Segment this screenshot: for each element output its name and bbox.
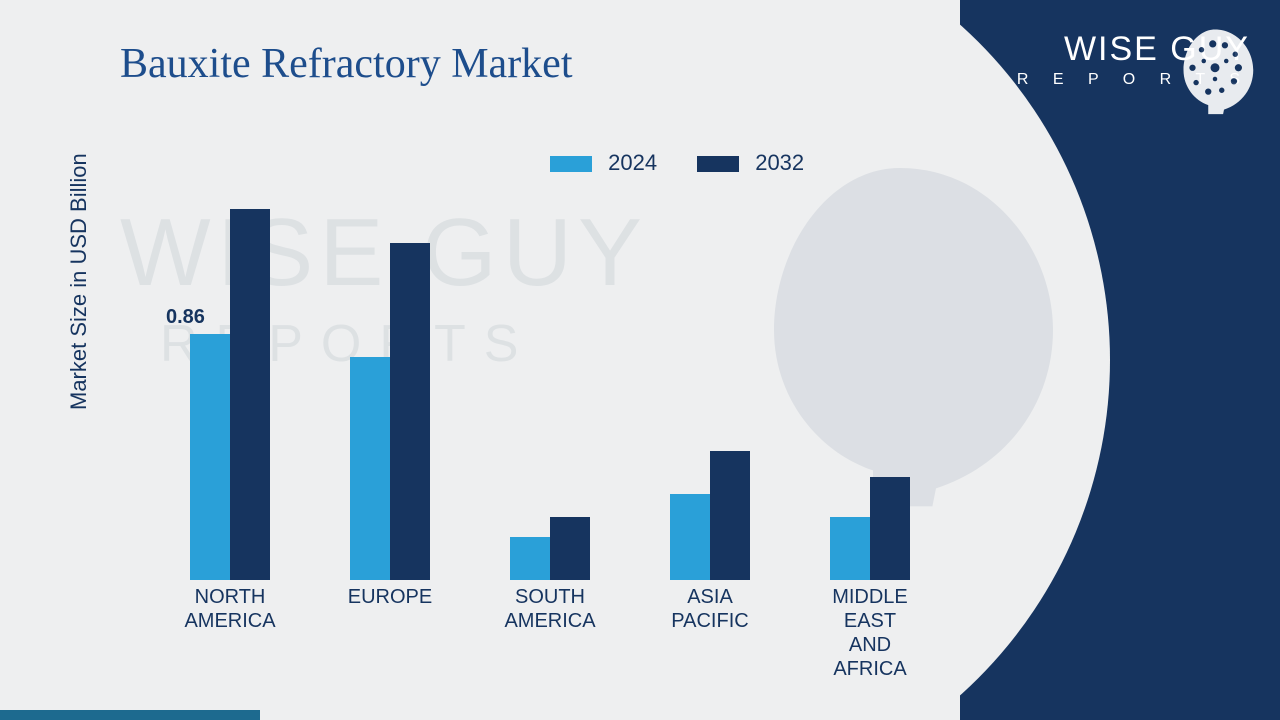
y-axis-label: Market Size in USD Billion [66,153,92,410]
bar-group [650,451,770,580]
bar-group [170,209,290,580]
logo-head-icon [1170,25,1260,115]
bar-group [810,477,930,580]
legend-label-2024: 2024 [608,150,657,175]
bar-2032 [550,517,590,580]
legend: 2024 2032 [550,150,804,176]
page-title: Bauxite Refractory Market [120,40,572,88]
bar-2024 [190,334,230,580]
bar-data-label: 0.86 [166,306,205,329]
bar-2032 [390,243,430,580]
bar-2024 [670,494,710,580]
bar-group [330,243,450,580]
chart-area: Market Size in USD Billion 2024 2032 0.8… [60,150,960,690]
legend-swatch-2024 [550,156,592,172]
bar-group [490,517,610,580]
category-label: NORTH AMERICA [160,585,300,633]
plot-area: 0.86NORTH AMERICAEUROPESOUTH AMERICAASIA… [140,180,960,580]
legend-item-2032: 2032 [697,150,804,176]
bar-2024 [510,537,550,580]
bottom-accent-bar [0,710,260,720]
category-label: SOUTH AMERICA [480,585,620,633]
legend-swatch-2032 [697,156,739,172]
bar-2032 [230,209,270,580]
logo: WISE GUY R E P O R T S [1017,30,1250,89]
page: WISE GUY REPORTS Bauxite Refractory Mark… [0,0,1280,720]
legend-item-2024: 2024 [550,150,657,176]
bar-2032 [870,477,910,580]
category-label: MIDDLE EAST AND AFRICA [800,585,940,681]
category-label: ASIA PACIFIC [640,585,780,633]
legend-label-2032: 2032 [755,150,804,175]
category-label: EUROPE [320,585,460,609]
bar-2032 [710,451,750,580]
bar-2024 [350,357,390,580]
bar-2024 [830,517,870,580]
